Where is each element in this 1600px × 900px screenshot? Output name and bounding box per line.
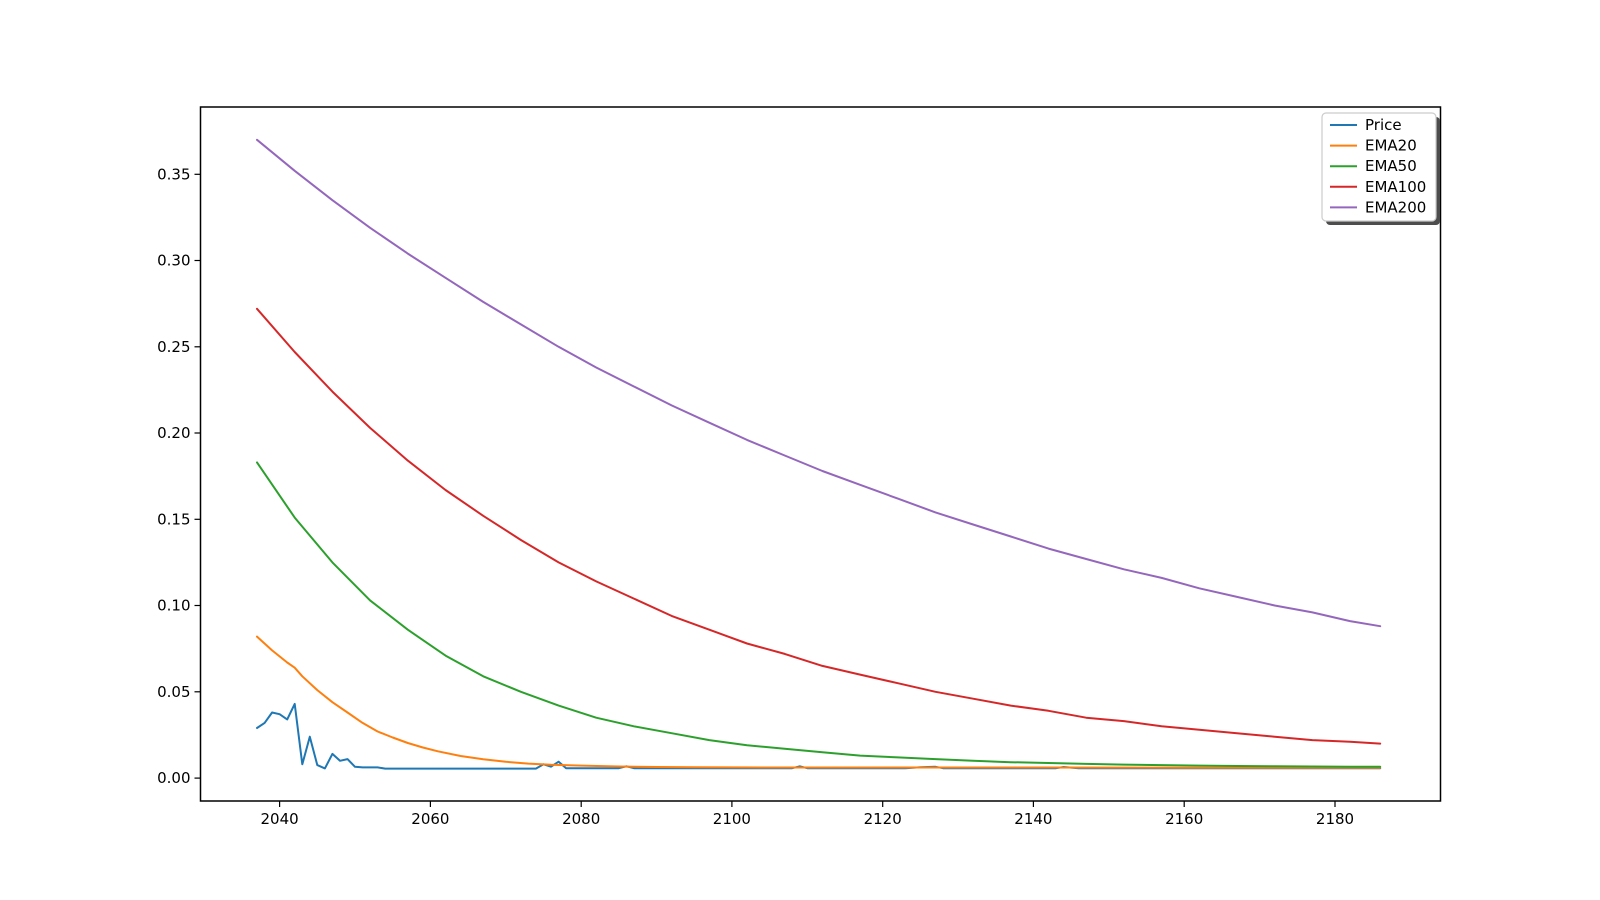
series-line-ema50 — [256, 461, 1382, 768]
x-tick-label: 2100 — [713, 810, 751, 828]
series-line-ema20 — [256, 635, 1382, 769]
x-tick-label: 2120 — [864, 810, 902, 828]
series-line-ema200 — [256, 138, 1382, 628]
legend-item-ema100: EMA100 — [1330, 178, 1426, 196]
x-tick-label: 2140 — [1014, 810, 1052, 828]
y-tick-label: 0.05 — [157, 683, 190, 701]
series-line-ema100 — [256, 307, 1382, 745]
x-tick-label: 2060 — [411, 810, 449, 828]
y-tick-label: 0.25 — [157, 338, 190, 356]
legend-label: Price — [1365, 116, 1402, 134]
y-tick-label: 0.10 — [157, 597, 190, 615]
y-tick-label: 0.30 — [157, 252, 190, 270]
legend-label: EMA200 — [1365, 198, 1426, 216]
legend-box — [1321, 112, 1437, 222]
plot-area — [199, 106, 1442, 802]
legend-label: EMA100 — [1365, 178, 1426, 196]
x-tick-label: 2040 — [261, 810, 299, 828]
y-tick-label: 0.35 — [157, 165, 190, 183]
y-tick-label: 0.15 — [157, 510, 190, 528]
legend-item-ema50: EMA50 — [1330, 157, 1417, 175]
legend-item-ema200: EMA200 — [1330, 198, 1426, 216]
legend-label: EMA20 — [1365, 137, 1417, 155]
x-tick-label: 2180 — [1316, 810, 1354, 828]
legend-item-price: Price — [1330, 116, 1402, 134]
legend-item-ema20: EMA20 — [1330, 137, 1417, 155]
y-tick-label: 0.00 — [157, 769, 190, 787]
legend-label: EMA50 — [1365, 157, 1417, 175]
x-tick-label: 2080 — [562, 810, 600, 828]
legend: Price EMA20 EMA50 EMA100 EMA200 — [1321, 112, 1440, 225]
y-tick-label: 0.20 — [157, 424, 190, 442]
x-tick-label: 2160 — [1165, 810, 1203, 828]
